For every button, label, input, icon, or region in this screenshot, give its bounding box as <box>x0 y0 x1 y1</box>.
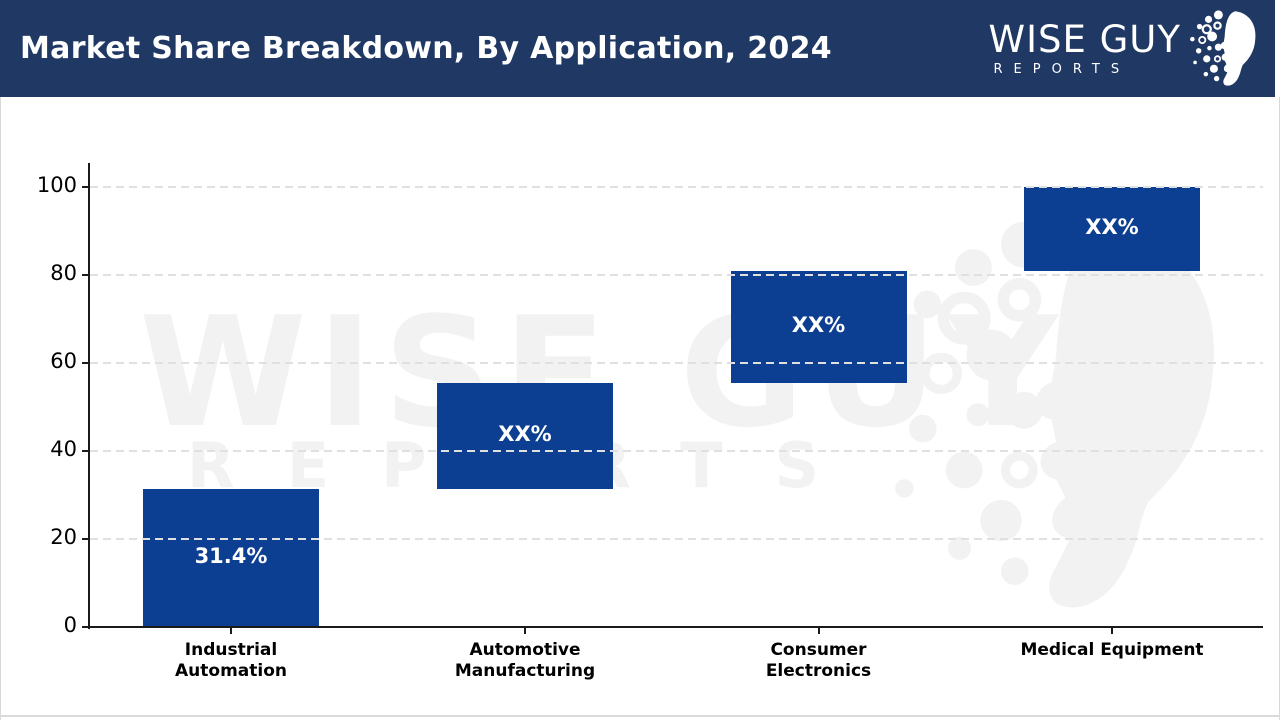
logo-name: WISE GUY <box>988 18 1181 61</box>
chart-area: WISE GUY REPORTS 31.4%XX%XX%XX%020406080… <box>0 97 1280 720</box>
y-axis-line <box>88 163 90 629</box>
bar-medical-equipment: XX% <box>1024 187 1200 271</box>
gridline-20 <box>90 538 1263 540</box>
x-category-label-1: Automotive Manufacturing <box>454 640 596 681</box>
logo-head-icon <box>1190 9 1256 86</box>
x-tick-mark-2 <box>817 628 820 634</box>
figure-bottom-border <box>1 715 1279 717</box>
logo-tagline: REPORTS <box>993 62 1131 77</box>
y-tick-label-60: 60 <box>50 349 77 373</box>
x-axis-line <box>88 626 1263 628</box>
bar-value-label: XX% <box>791 312 846 337</box>
bar-value-label: XX% <box>1085 214 1139 239</box>
watermark-head-icon <box>879 221 1214 608</box>
y-tick-label-0: 0 <box>63 613 77 637</box>
y-tick-mark-0 <box>82 626 89 628</box>
page-title: Market Share Breakdown, By Application, … <box>20 31 832 66</box>
wise-guy-logo: WISE GUY REPORTS <box>989 9 1257 89</box>
logo-text: WISE GUY REPORTS <box>989 21 1181 76</box>
y-tick-mark-80 <box>82 274 89 276</box>
gridline-60 <box>90 362 1263 364</box>
gridline-100 <box>90 186 1263 188</box>
plot: 31.4% XX% XX% XX% 0 20 40 60 80 100 Industrial Aut… <box>1 97 1279 720</box>
y-tick-mark-20 <box>82 538 89 540</box>
y-tick-mark-60 <box>82 362 89 364</box>
x-category-label-0: Industrial Automation <box>175 640 287 681</box>
x-tick-mark-0 <box>230 628 232 634</box>
x-category-label-2: Consumer Electronics <box>765 640 872 681</box>
y-tick-label-40: 40 <box>50 437 77 461</box>
x-tick-mark-1 <box>524 628 526 634</box>
y-tick-label-80: 80 <box>50 261 77 285</box>
bar-value-label: XX% <box>498 422 552 447</box>
bar-value-label: 31.4% <box>194 543 268 568</box>
bar-industrial-automation: 31.4% <box>143 488 319 627</box>
y-tick-label-20: 20 <box>50 525 77 549</box>
y-tick-label-100: 100 <box>36 173 77 197</box>
gridline-80 <box>90 274 1263 276</box>
bar-automotive-manufacturing: XX% <box>437 383 613 489</box>
y-tick-mark-100 <box>82 186 89 188</box>
gridline-40 <box>90 450 1263 452</box>
x-category-label-3: Medical Equipment <box>1020 640 1204 660</box>
bar-consumer-electronics: XX% <box>730 270 907 384</box>
y-tick-mark-40 <box>82 450 89 452</box>
x-tick-mark-3 <box>1111 628 1113 634</box>
header-bar: Market Share Breakdown, By Application, … <box>0 0 1275 97</box>
